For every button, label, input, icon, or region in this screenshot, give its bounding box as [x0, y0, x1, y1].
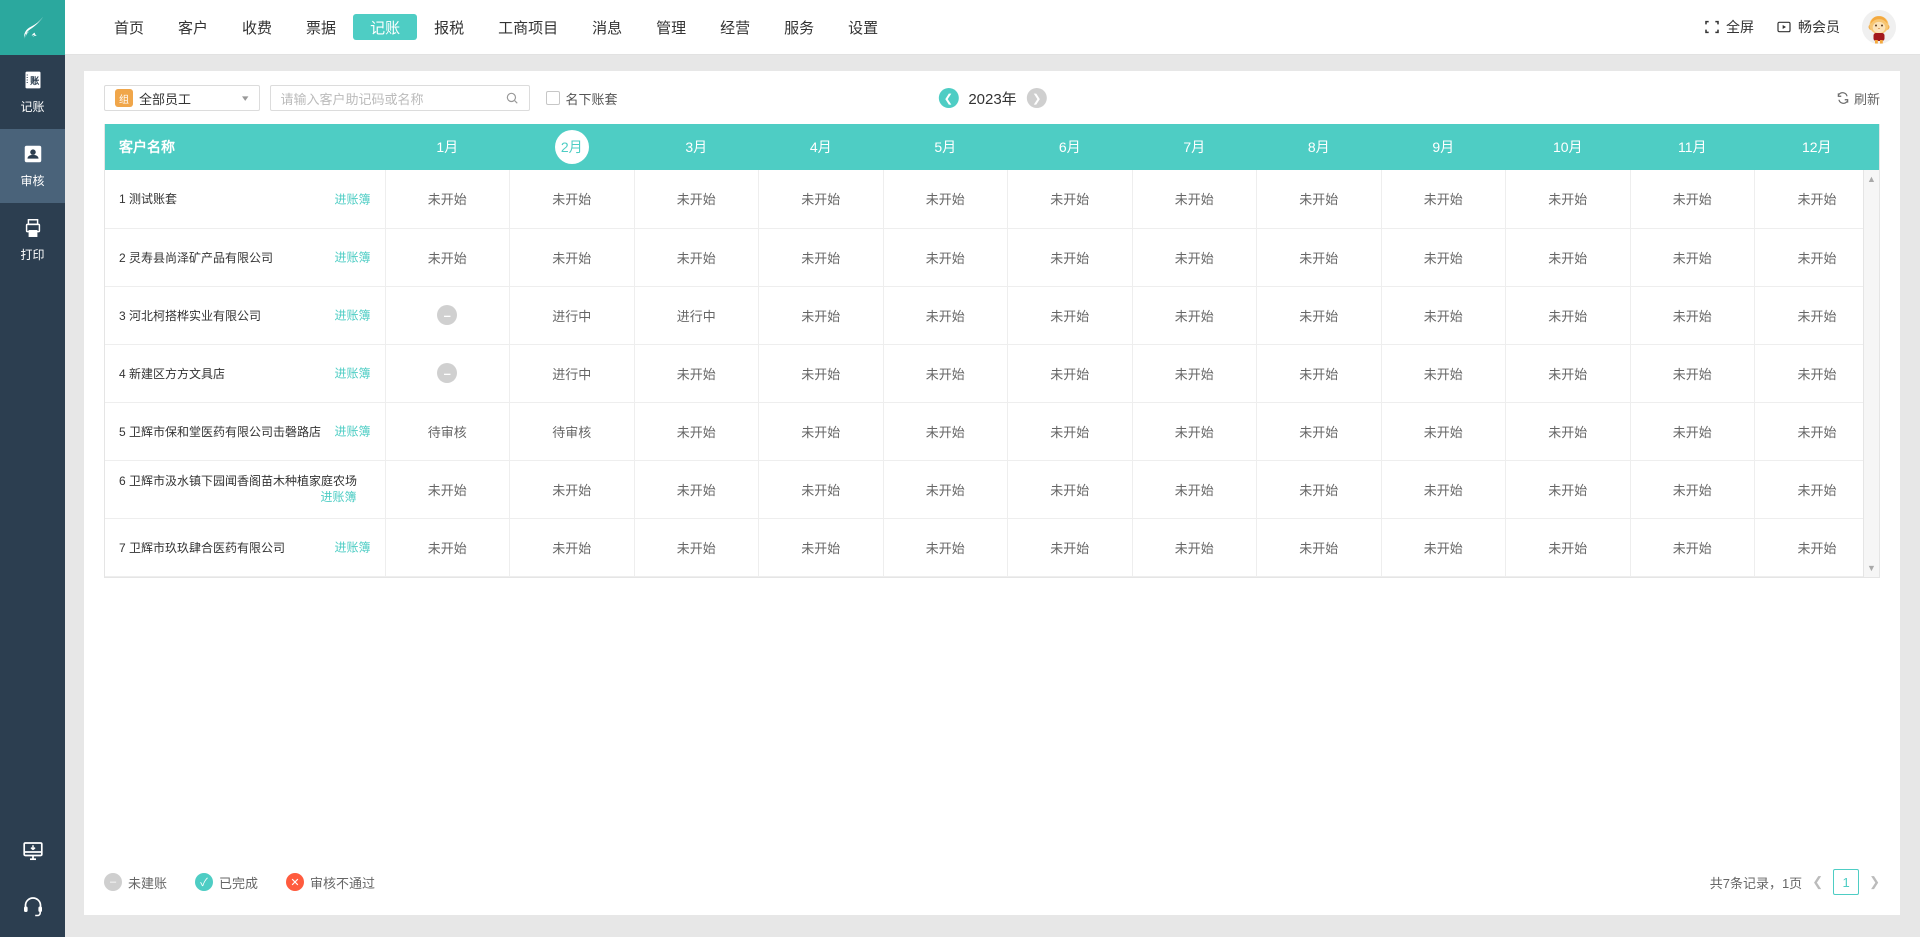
svg-text:账: 账 — [30, 75, 40, 86]
